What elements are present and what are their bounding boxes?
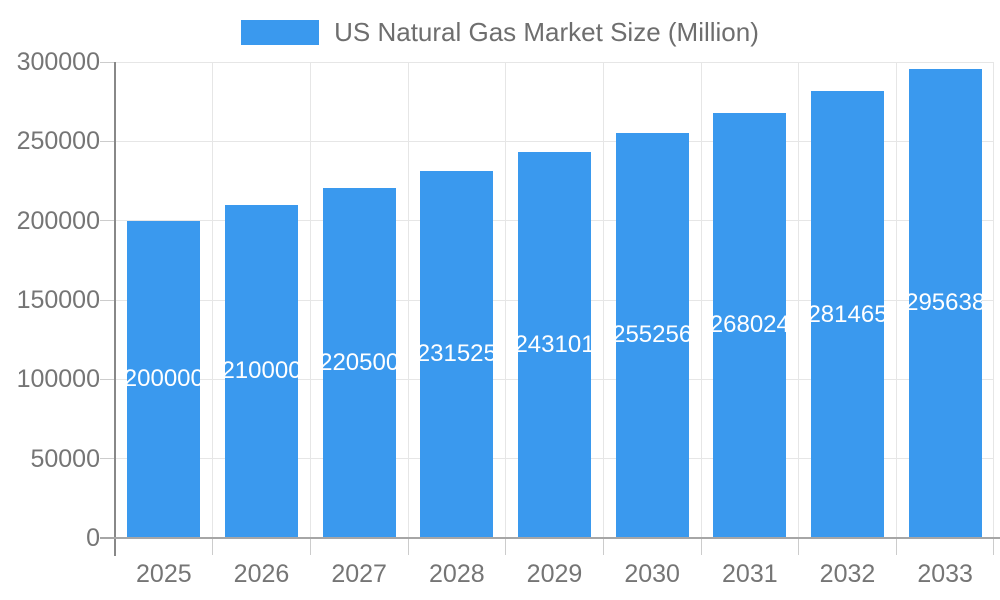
x-tick <box>309 538 311 555</box>
bar: 220500 <box>322 188 396 538</box>
bar: 231525 <box>420 170 494 538</box>
h-gridline <box>115 140 994 142</box>
bar-value-label: 295638 <box>908 289 982 317</box>
v-gridline <box>700 62 702 538</box>
x-tick <box>602 538 604 555</box>
legend-swatch <box>241 20 320 45</box>
v-gridline <box>309 62 311 538</box>
x-tick <box>505 538 507 555</box>
h-gridline <box>115 61 994 63</box>
y-tick <box>100 378 115 380</box>
bar: 281465 <box>811 91 884 538</box>
x-axis-label: 2031 <box>722 560 778 588</box>
chart-title: US Natural Gas Market Size (Million) <box>334 17 759 47</box>
bar: 210000 <box>225 204 298 538</box>
x-axis-label: 2033 <box>917 560 973 588</box>
y-tick <box>100 61 115 63</box>
x-axis-line <box>100 537 1000 539</box>
v-gridline <box>407 62 409 538</box>
bar: 255256 <box>615 132 689 538</box>
bar-value-label: 220500 <box>322 349 396 377</box>
y-axis-label: 200000 <box>16 206 100 235</box>
bar-value-label: 243101 <box>518 331 591 359</box>
bar: 268024 <box>713 112 787 538</box>
x-tick <box>407 538 409 555</box>
x-axis-label: 2027 <box>331 560 387 588</box>
y-tick <box>100 220 115 222</box>
v-gridline <box>602 62 604 538</box>
y-axis-label: 50000 <box>30 444 100 473</box>
bar-value-label: 210000 <box>225 357 298 385</box>
y-axis-label: 0 <box>86 524 100 552</box>
bar-value-label: 255256 <box>615 321 689 349</box>
v-gridline <box>505 62 507 538</box>
v-gridline <box>798 62 800 538</box>
v-gridline <box>992 62 994 538</box>
y-axis-label: 100000 <box>16 365 100 394</box>
y-axis-label: 300000 <box>16 48 100 76</box>
y-axis-label: 150000 <box>16 286 100 314</box>
bar-value-label: 268024 <box>713 311 787 339</box>
bar: 243101 <box>518 152 591 538</box>
x-tick <box>895 538 897 555</box>
x-tick <box>798 538 800 555</box>
bar: 295638 <box>908 68 982 538</box>
x-tick <box>992 538 994 555</box>
y-tick <box>100 458 115 460</box>
x-axis-label: 2028 <box>429 560 485 588</box>
x-axis-label: 2032 <box>819 560 876 588</box>
x-tick <box>212 538 214 555</box>
x-tick <box>700 538 702 555</box>
v-gridline <box>895 62 897 538</box>
y-axis-label: 250000 <box>16 127 100 156</box>
v-gridline <box>212 62 214 538</box>
bar-value-label: 231525 <box>420 340 494 368</box>
bar-value-label: 200000 <box>127 365 201 393</box>
x-axis-label: 2025 <box>136 560 192 588</box>
legend: US Natural Gas Market Size (Million) <box>0 17 1000 48</box>
x-axis-label: 2026 <box>233 560 290 588</box>
x-axis-label: 2029 <box>526 560 583 588</box>
y-tick <box>100 299 115 301</box>
y-axis-line <box>114 62 116 556</box>
bar: 200000 <box>127 220 201 538</box>
x-axis-label: 2030 <box>624 560 680 588</box>
y-tick <box>100 140 115 142</box>
bar-value-label: 281465 <box>811 300 884 328</box>
plot-area: 200000 210000 220500 231525 243101 255256 2680… <box>17 48 1000 588</box>
